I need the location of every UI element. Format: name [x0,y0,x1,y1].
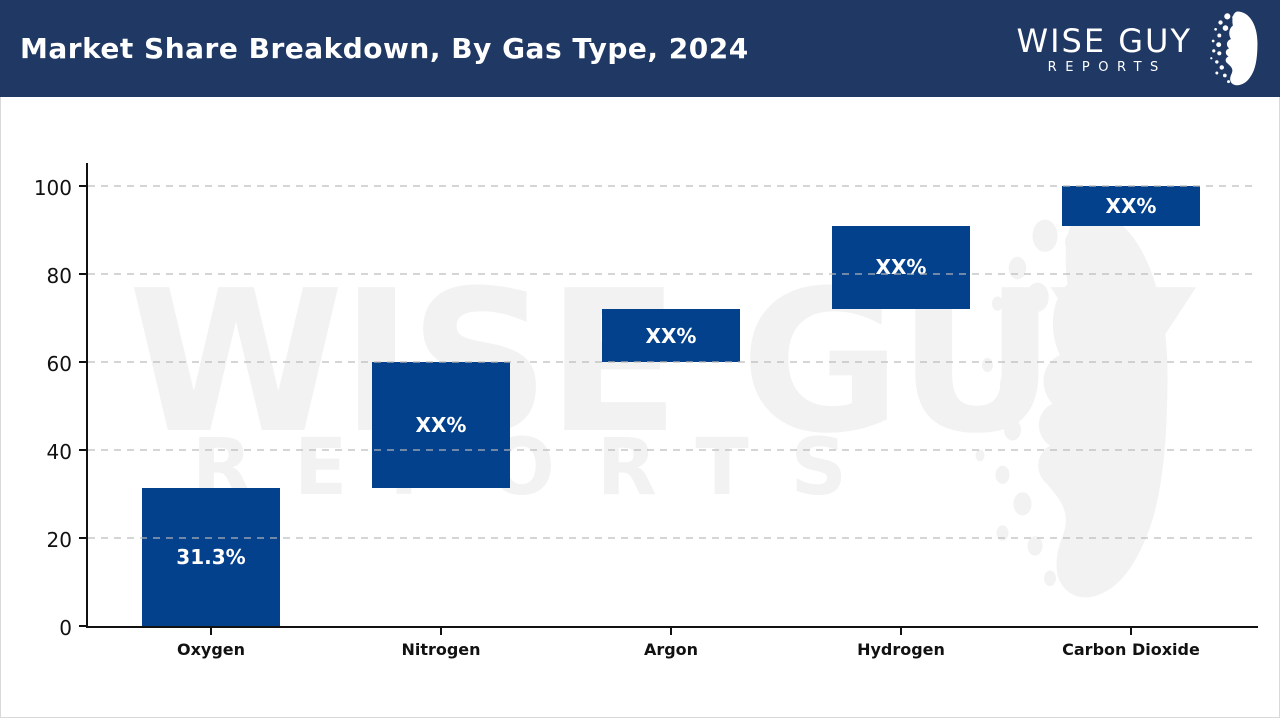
page-border-bottom [0,717,1280,718]
bar-value-label: XX% [1105,193,1157,218]
bar-value-label: 31.3% [176,545,246,570]
logo-text: WISE GUY REPORTS [1016,25,1192,74]
y-tick-label-80: 80 [46,264,72,288]
bar-value-label: XX% [415,413,467,438]
y-tick-80 [79,273,87,275]
x-tick-label-3: Hydrogen [857,640,945,659]
page-title: Market Share Breakdown, By Gas Type, 202… [20,32,749,65]
bar-hydrogen: XX% [832,225,970,310]
y-axis-spine [86,163,88,628]
y-tick-label-60: 60 [46,352,72,376]
x-tick-label-1: Nitrogen [401,640,481,659]
x-tick-3 [900,628,902,635]
bar-value-label: XX% [875,255,927,280]
page-border-left [0,97,1,717]
gridline-y40 [88,449,1256,451]
bar-argon: XX% [602,309,740,362]
x-tick-label-4: Carbon Dioxide [1062,640,1200,659]
gridline-y60 [88,361,1256,363]
gridline-y100 [88,185,1256,187]
y-tick-40 [79,449,87,451]
y-tick-0 [79,625,87,627]
wise-guy-logo: WISE GUY REPORTS [1016,9,1268,89]
x-axis-spine [86,626,1258,628]
x-tick-0 [210,628,212,635]
x-tick-2 [670,628,672,635]
watermark-subtitle: REPORTS [192,423,889,513]
plot-area: 0 20 40 60 80 100 31.3% Oxygen XX% Nitrogen XX% Arg… [34,163,1258,659]
y-tick-60 [79,361,87,363]
y-tick-label-100: 100 [33,176,72,200]
y-tick-label-0: 0 [59,616,72,640]
gridline-y20 [88,537,1256,539]
y-tick-20 [79,537,87,539]
y-tick-label-20: 20 [46,528,72,552]
x-tick-4 [1130,628,1132,635]
bar-oxygen: 31.3% [142,488,280,626]
logo-subtitle: REPORTS [1047,59,1167,75]
bar-value-label: XX% [645,323,697,348]
logo-face-icon [1210,11,1258,86]
y-tick-100 [79,185,87,187]
bar-nitrogen: XX% [372,362,510,489]
x-tick-label-2: Argon [643,640,699,659]
y-tick-label-40: 40 [46,440,72,464]
logo-wordmark: WISE GUY [1016,21,1192,60]
chart-area: WISE GUY REPORTS 0 20 40 60 80 100 31.3% Oxygen… [0,97,1280,720]
x-tick-label-0: Oxygen [176,640,246,659]
header-bar: Market Share Breakdown, By Gas Type, 202… [0,0,1280,97]
gridline-y80 [88,273,1256,275]
x-tick-1 [440,628,442,635]
bar-carbon-dioxide: XX% [1062,186,1200,226]
